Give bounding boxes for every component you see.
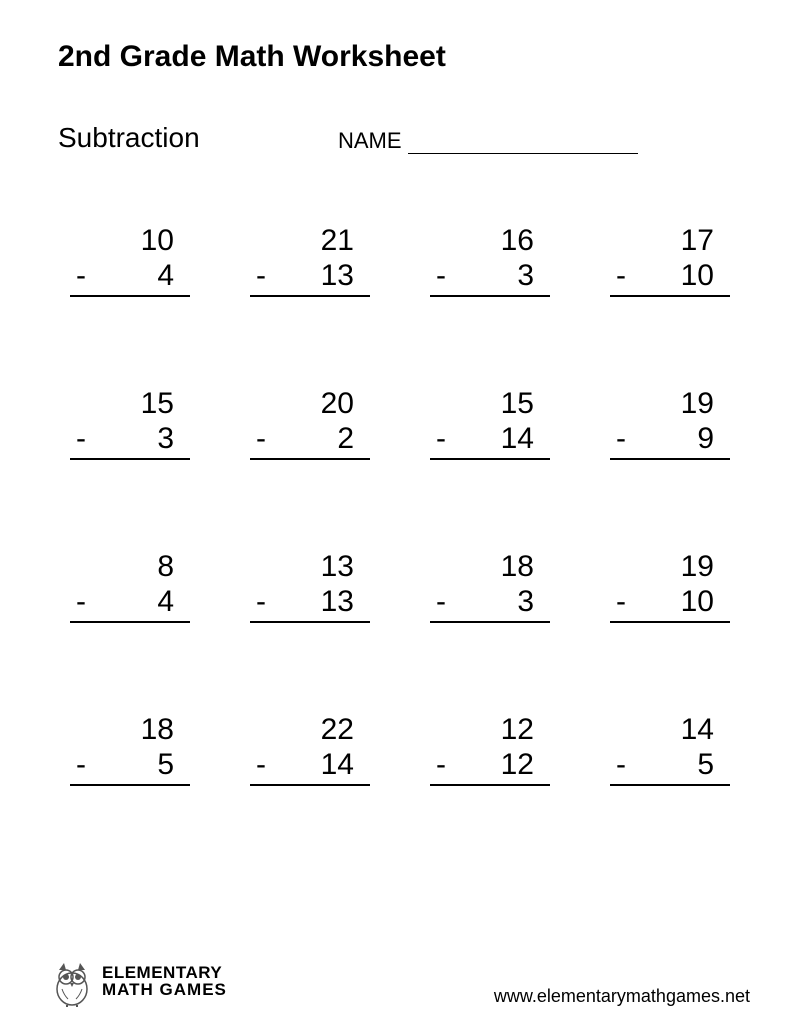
subtraction-problem: 15- 14 — [430, 387, 550, 460]
subtrahend-row: - 14 — [250, 748, 370, 787]
subtrahend: 9 — [697, 422, 714, 457]
subtraction-problem: 19-9 — [610, 387, 730, 460]
minus-sign: - — [616, 748, 626, 783]
logo-line2: MATH GAMES — [102, 981, 227, 998]
subtraction-problem: 8-4 — [70, 550, 190, 623]
subtrahend: 3 — [157, 422, 174, 457]
subtrahend: 2 — [337, 422, 354, 457]
minuend: 15 — [70, 387, 190, 422]
subtraction-problem: 18-3 — [430, 550, 550, 623]
minuend: 8 — [70, 550, 190, 585]
subtrahend: 10 — [681, 259, 714, 294]
subtrahend: 3 — [517, 585, 534, 620]
name-label: NAME — [338, 128, 402, 154]
minuend: 17 — [610, 224, 730, 259]
minuend: 10 — [70, 224, 190, 259]
subtrahend-row: -4 — [70, 585, 190, 624]
name-blank[interactable] — [408, 132, 638, 154]
subtraction-problem: 19- 10 — [610, 550, 730, 623]
subtrahend-row: - 10 — [610, 585, 730, 624]
minuend: 21 — [250, 224, 370, 259]
subtrahend-row: -2 — [250, 422, 370, 461]
minuend: 14 — [610, 713, 730, 748]
minuend: 12 — [430, 713, 550, 748]
subtrahend-row: -5 — [70, 748, 190, 787]
footer-url: www.elementarymathgames.net — [494, 986, 750, 1007]
subtraction-problem: 18-5 — [70, 713, 190, 786]
section-label: Subtraction — [58, 122, 338, 154]
subtrahend: 14 — [321, 748, 354, 783]
minuend: 16 — [430, 224, 550, 259]
subtrahend: 5 — [157, 748, 174, 783]
subtrahend: 13 — [321, 259, 354, 294]
subtrahend: 12 — [501, 748, 534, 783]
subtraction-problem: 16-3 — [430, 224, 550, 297]
subtraction-problem: 21- 13 — [250, 224, 370, 297]
subtraction-problem: 13-13 — [250, 550, 370, 623]
minuend: 19 — [610, 550, 730, 585]
minuend: 19 — [610, 387, 730, 422]
logo: ELEMENTARY MATH GAMES — [50, 955, 227, 1007]
problems-grid: 10-421-1316-317-1015-320-215-1419-98-413… — [50, 224, 750, 786]
subtrahend: 13 — [321, 585, 354, 620]
minus-sign: - — [76, 422, 86, 457]
logo-text: ELEMENTARY MATH GAMES — [102, 964, 227, 998]
owl-icon — [50, 955, 94, 1007]
minus-sign: - — [616, 259, 626, 294]
minus-sign: - — [76, 748, 86, 783]
minus-sign: - — [616, 422, 626, 457]
minus-sign: - — [436, 585, 446, 620]
minuend: 20 — [250, 387, 370, 422]
subtrahend-row: - 10 — [610, 259, 730, 298]
logo-line1: ELEMENTARY — [102, 964, 227, 981]
minus-sign: - — [256, 748, 266, 783]
minus-sign: - — [76, 585, 86, 620]
subtraction-problem: 15-3 — [70, 387, 190, 460]
subtrahend: 14 — [501, 422, 534, 457]
minuend: 13 — [250, 550, 370, 585]
subtrahend-row: -9 — [610, 422, 730, 461]
minuend: 22 — [250, 713, 370, 748]
subtrahend-row: -4 — [70, 259, 190, 298]
minus-sign: - — [436, 748, 446, 783]
subtrahend-row: - 14 — [430, 422, 550, 461]
subtraction-problem: 17- 10 — [610, 224, 730, 297]
minuend: 18 — [70, 713, 190, 748]
subtraction-problem: 10-4 — [70, 224, 190, 297]
subtrahend-row: -3 — [430, 585, 550, 624]
minuend: 15 — [430, 387, 550, 422]
subtrahend-row: -5 — [610, 748, 730, 787]
subtrahend-row: - 13 — [250, 259, 370, 298]
subtrahend: 4 — [157, 259, 174, 294]
minus-sign: - — [76, 259, 86, 294]
subtrahend-row: -3 — [430, 259, 550, 298]
minus-sign: - — [256, 259, 266, 294]
subtrahend: 3 — [517, 259, 534, 294]
subtrahend-row: - 12 — [430, 748, 550, 787]
subtrahend: 4 — [157, 585, 174, 620]
subtrahend: 5 — [697, 748, 714, 783]
subtraction-problem: 22- 14 — [250, 713, 370, 786]
minus-sign: - — [436, 259, 446, 294]
minus-sign: - — [616, 585, 626, 620]
page-title: 2nd Grade Math Worksheet — [58, 40, 750, 74]
minus-sign: - — [256, 585, 266, 620]
subtraction-problem: 12-12 — [430, 713, 550, 786]
minus-sign: - — [436, 422, 446, 457]
subtrahend-row: - 13 — [250, 585, 370, 624]
minuend: 18 — [430, 550, 550, 585]
minus-sign: - — [256, 422, 266, 457]
subtrahend-row: -3 — [70, 422, 190, 461]
subtraction-problem: 20-2 — [250, 387, 370, 460]
subtraction-problem: 14-5 — [610, 713, 730, 786]
subtrahend: 10 — [681, 585, 714, 620]
footer: ELEMENTARY MATH GAMES www.elementarymath… — [50, 955, 750, 1007]
header-row: Subtraction NAME — [58, 122, 750, 154]
